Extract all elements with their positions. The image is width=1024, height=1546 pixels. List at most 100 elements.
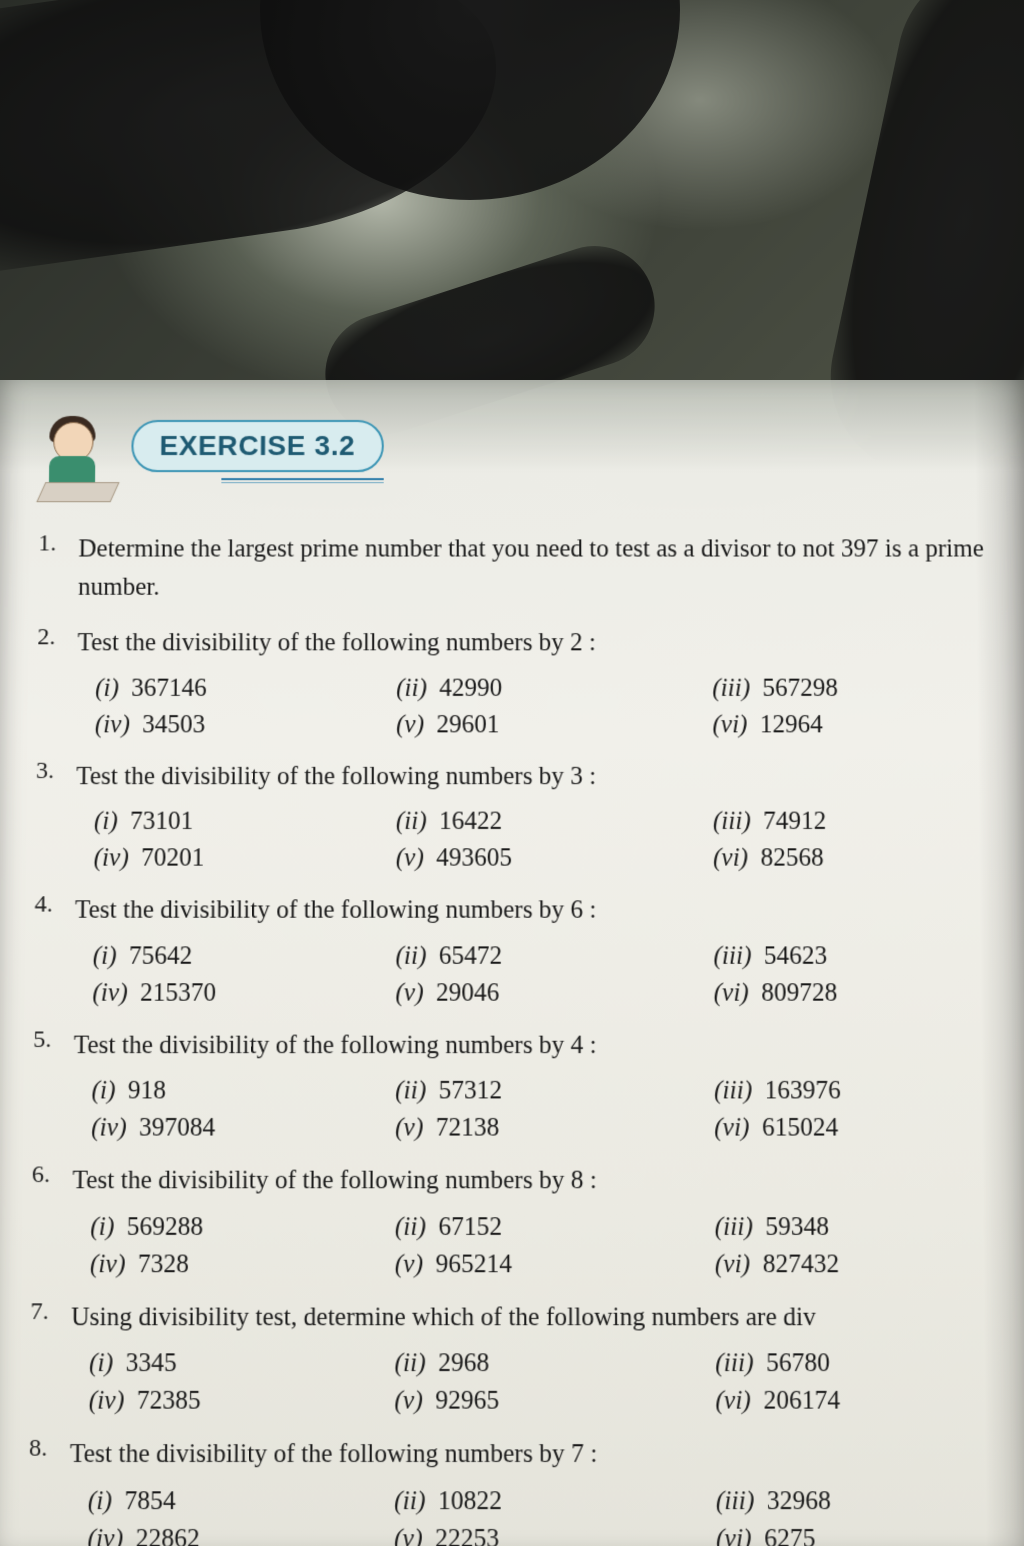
student-mascot-icon — [39, 420, 118, 504]
option-value: 74912 — [763, 808, 826, 835]
question-text: Using divisibility test, determine which… — [71, 1298, 1020, 1337]
option-label: ii — [396, 674, 427, 701]
option-item: vi 809728 — [714, 979, 1017, 1008]
option-label: vi — [712, 711, 747, 738]
option-value: 29046 — [436, 979, 499, 1007]
option-label: ii — [396, 942, 427, 970]
option-item: ii 57312 — [395, 1077, 714, 1106]
option-label: v — [394, 1387, 422, 1415]
option-label: vi — [713, 844, 748, 872]
option-label: i — [94, 808, 118, 835]
option-item: v 29046 — [395, 979, 713, 1008]
option-item: ii 10822 — [394, 1487, 716, 1516]
option-label: vi — [714, 979, 749, 1007]
option-label: vi — [715, 1387, 751, 1415]
option-value: 3345 — [126, 1349, 177, 1377]
option-value: 73101 — [130, 808, 193, 835]
question-item: Test the divisibility of the following n… — [31, 1161, 1020, 1279]
question-text: Test the divisibility of the following n… — [76, 757, 1014, 795]
option-label: i — [88, 1487, 112, 1515]
exercise-badge: EXERCISE 3.2 — [131, 420, 383, 472]
option-value: 215370 — [140, 979, 216, 1007]
option-item: ii 67152 — [395, 1213, 715, 1242]
option-item: iii 59348 — [715, 1213, 1020, 1242]
option-value: 32968 — [767, 1487, 831, 1515]
option-item: i 367146 — [95, 674, 396, 702]
option-item: iii 54623 — [713, 942, 1016, 971]
option-item: ii 16422 — [396, 808, 713, 837]
option-item: iv 70201 — [94, 844, 396, 873]
option-label: i — [95, 674, 119, 701]
question-item: Test the divisibility of the following n… — [35, 757, 1015, 873]
option-value: 72138 — [436, 1114, 500, 1142]
option-item: vi 82568 — [713, 844, 1015, 873]
option-item: iv 72385 — [89, 1387, 395, 1416]
option-item: iii 56780 — [715, 1349, 1021, 1378]
option-item: vi 12964 — [712, 711, 1013, 739]
option-item: vi 615024 — [714, 1114, 1018, 1143]
question-list: Determine the largest prime number that … — [28, 530, 1023, 1546]
option-label: iii — [713, 808, 751, 835]
option-value: 92965 — [435, 1387, 499, 1415]
option-value: 12964 — [760, 711, 823, 738]
option-item: iii 567298 — [712, 674, 1013, 702]
option-label: iv — [94, 844, 129, 872]
question-item: Determine the largest prime number that … — [38, 530, 1013, 606]
question-text: Determine the largest prime number that … — [78, 530, 1013, 606]
question-text: Test the divisibility of the following n… — [70, 1435, 1022, 1474]
option-item: i 3345 — [89, 1349, 395, 1378]
option-item: iii 74912 — [713, 808, 1015, 837]
option-grid: i 73101ii 16422iii 74912iv 70201v 493605… — [75, 808, 1015, 873]
divider-line — [221, 478, 383, 480]
option-label: ii — [395, 1213, 426, 1241]
option-grid: i 75642ii 65472iii 54623iv 215370v 29046… — [74, 942, 1017, 1008]
option-item: iv 34503 — [95, 711, 396, 739]
option-value: 72385 — [137, 1387, 201, 1415]
divider-line — [221, 482, 383, 483]
option-grid: i 3345ii 2968iii 56780iv 72385v 92965vi … — [70, 1349, 1021, 1416]
option-item: i 569288 — [90, 1213, 395, 1242]
option-item: v 29601 — [396, 711, 712, 739]
option-value: 22862 — [136, 1524, 200, 1546]
option-label: iii — [715, 1213, 753, 1241]
option-label: iii — [716, 1487, 755, 1515]
option-value: 397084 — [139, 1114, 215, 1142]
option-label: v — [396, 844, 424, 872]
option-item: v 72138 — [395, 1114, 714, 1143]
option-item: vi 206174 — [715, 1387, 1021, 1416]
option-value: 59348 — [765, 1213, 829, 1241]
option-label: iv — [95, 711, 130, 738]
option-label: i — [91, 1077, 115, 1105]
option-item: iii 163976 — [714, 1077, 1018, 1106]
option-item: i 73101 — [94, 808, 396, 837]
option-label: v — [394, 1524, 423, 1546]
option-label: ii — [394, 1487, 425, 1515]
option-label: iv — [89, 1387, 125, 1415]
option-value: 569288 — [127, 1213, 204, 1241]
option-value: 6275 — [764, 1524, 815, 1546]
question-text: Test the divisibility of the following n… — [75, 891, 1016, 929]
option-label: iii — [712, 674, 750, 701]
option-label: vi — [715, 1250, 751, 1278]
option-item: v 92965 — [394, 1387, 715, 1416]
option-item: iv 215370 — [92, 979, 395, 1008]
option-value: 7854 — [124, 1487, 175, 1515]
option-value: 65472 — [439, 942, 502, 970]
option-label: iii — [713, 942, 751, 970]
question-item: Test the divisibility of the following n… — [32, 1026, 1018, 1143]
option-label: ii — [396, 808, 427, 835]
option-item: ii 65472 — [396, 942, 714, 971]
option-label: i — [93, 942, 117, 970]
option-label: iv — [91, 1114, 127, 1142]
option-value: 809728 — [761, 979, 837, 1007]
option-value: 29601 — [436, 711, 499, 738]
option-label: v — [395, 979, 423, 1007]
option-item: iv 397084 — [91, 1114, 395, 1143]
option-value: 615024 — [762, 1114, 838, 1142]
option-label: v — [396, 711, 424, 738]
option-value: 493605 — [436, 844, 512, 872]
option-label: vi — [716, 1524, 752, 1546]
option-item: iii 32968 — [716, 1487, 1023, 1516]
option-value: 827432 — [763, 1250, 840, 1278]
option-value: 34503 — [142, 711, 205, 738]
